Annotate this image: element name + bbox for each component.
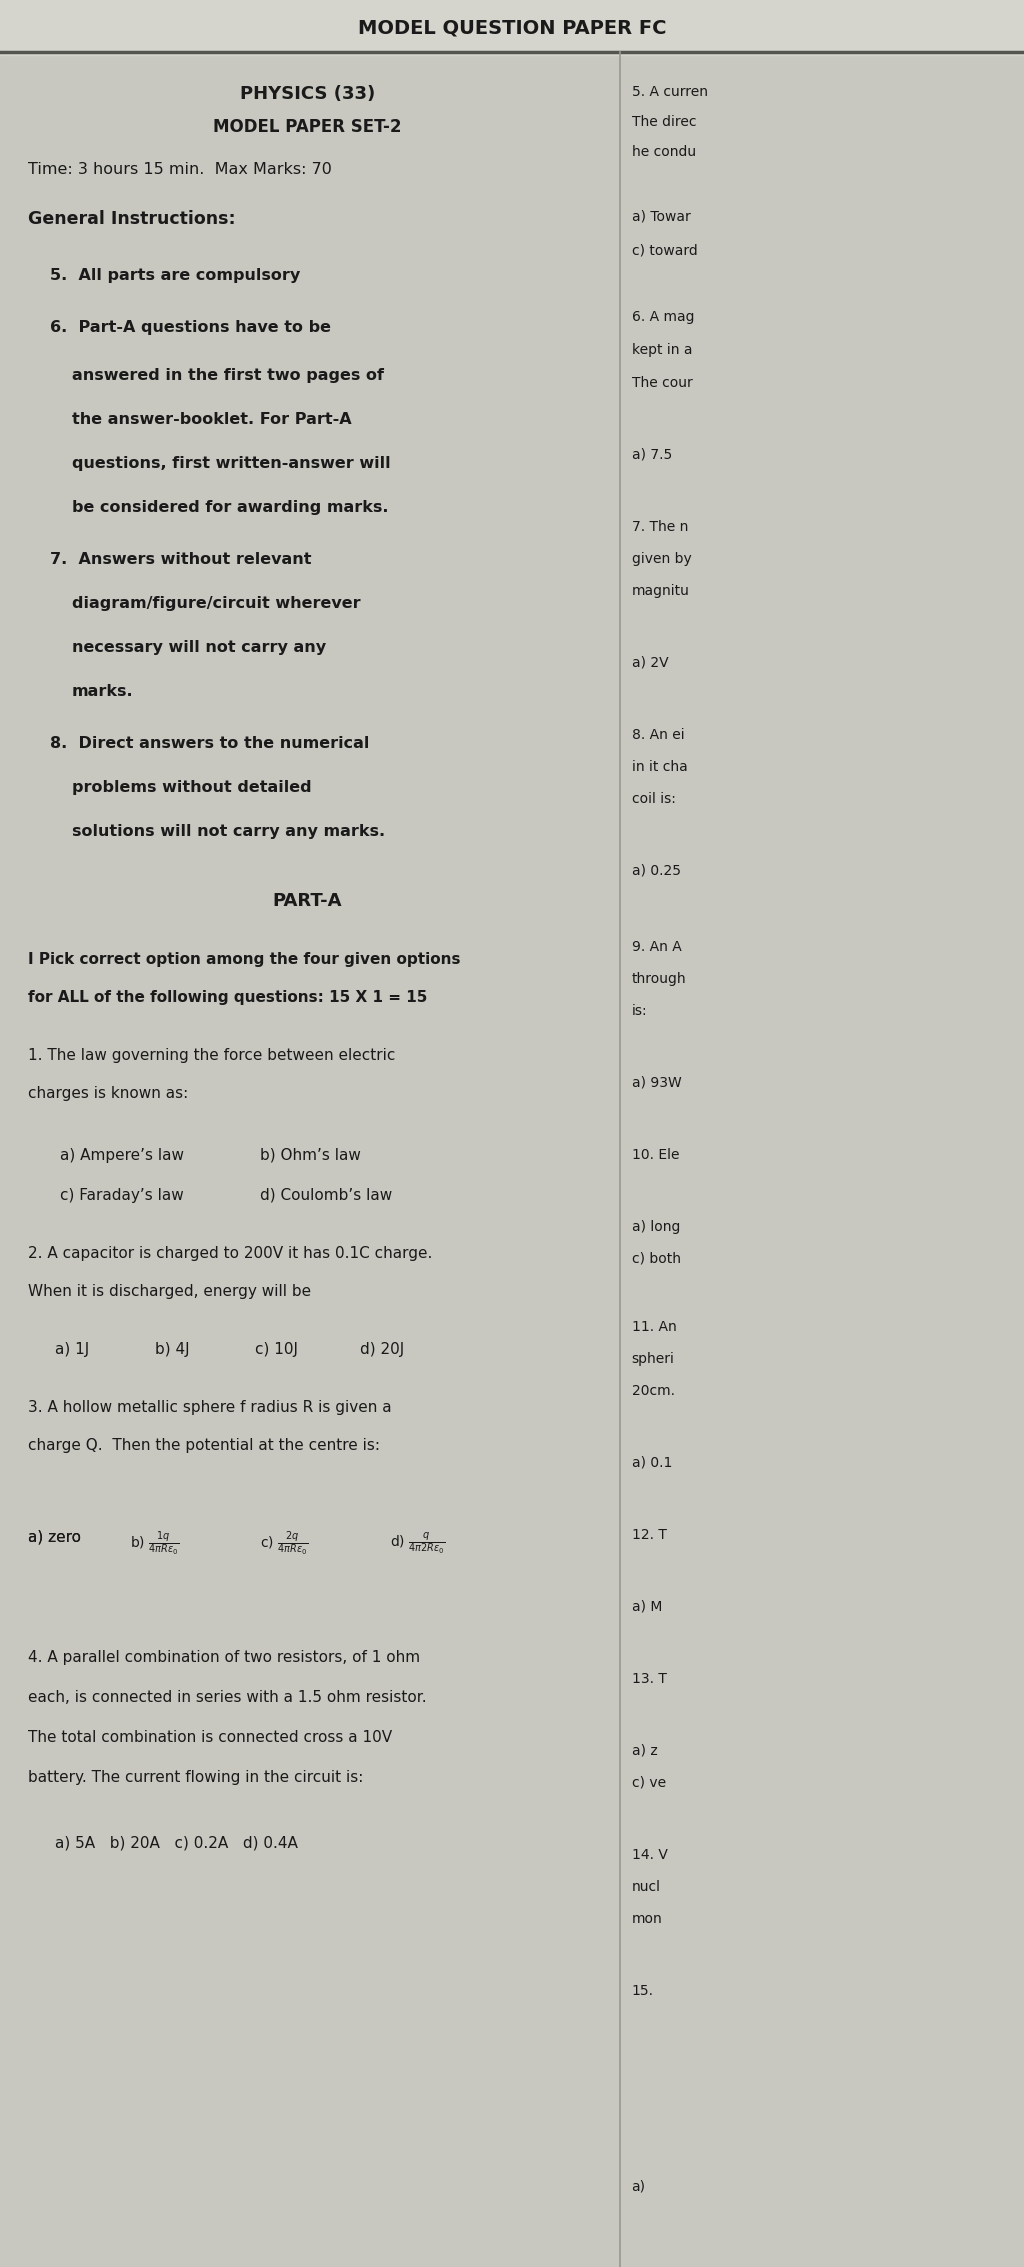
Text: MODEL PAPER SET-2: MODEL PAPER SET-2	[213, 118, 401, 136]
Text: General Instructions:: General Instructions:	[28, 211, 236, 229]
Text: problems without detailed: problems without detailed	[72, 780, 311, 796]
Text: PHYSICS (33): PHYSICS (33)	[240, 84, 375, 102]
Text: d) 20J: d) 20J	[360, 1342, 404, 1358]
Text: d) Coulomb’s law: d) Coulomb’s law	[260, 1188, 392, 1204]
Text: a) 2V: a) 2V	[632, 655, 668, 671]
Text: b) 4J: b) 4J	[155, 1342, 189, 1358]
Text: a): a)	[632, 2181, 645, 2194]
Text: in it cha: in it cha	[632, 759, 687, 773]
Text: a) 0.1: a) 0.1	[632, 1455, 672, 1469]
Text: is:: is:	[632, 1004, 647, 1018]
Text: solutions will not carry any marks.: solutions will not carry any marks.	[72, 823, 385, 839]
Text: The direc: The direc	[632, 116, 696, 129]
Text: 15.: 15.	[632, 1984, 653, 1997]
Text: each, is connected in series with a 1.5 ohm resistor.: each, is connected in series with a 1.5 …	[28, 1689, 427, 1705]
Text: MODEL QUESTION PAPER FC: MODEL QUESTION PAPER FC	[357, 18, 667, 39]
Text: a) M: a) M	[632, 1601, 662, 1614]
Text: I Pick correct option among the four given options: I Pick correct option among the four giv…	[28, 952, 461, 968]
Text: charge Q.  Then the potential at the centre is:: charge Q. Then the potential at the cent…	[28, 1437, 380, 1453]
Text: 13. T: 13. T	[632, 1673, 667, 1687]
Text: c) Faraday’s law: c) Faraday’s law	[60, 1188, 183, 1204]
Text: The total combination is connected cross a 10V: The total combination is connected cross…	[28, 1730, 392, 1746]
Text: c) both: c) both	[632, 1251, 681, 1265]
Text: necessary will not carry any: necessary will not carry any	[72, 639, 326, 655]
Text: Time: 3 hours 15 min.  Max Marks: 70: Time: 3 hours 15 min. Max Marks: 70	[28, 161, 332, 177]
Text: kept in a: kept in a	[632, 342, 692, 356]
Text: spheri: spheri	[632, 1351, 675, 1367]
Text: marks.: marks.	[72, 685, 133, 698]
Text: c) ve: c) ve	[632, 1775, 666, 1791]
Text: questions, first written-answer will: questions, first written-answer will	[72, 456, 390, 472]
Text: 2. A capacitor is charged to 200V it has 0.1C charge.: 2. A capacitor is charged to 200V it has…	[28, 1247, 432, 1260]
Text: a) zero: a) zero	[28, 1530, 81, 1546]
Text: PART-A: PART-A	[272, 891, 342, 909]
Text: be considered for awarding marks.: be considered for awarding marks.	[72, 501, 388, 515]
Text: coil is:: coil is:	[632, 791, 676, 807]
Text: mon: mon	[632, 1911, 663, 1927]
Text: 5.  All parts are compulsory: 5. All parts are compulsory	[50, 268, 300, 283]
Text: When it is discharged, energy will be: When it is discharged, energy will be	[28, 1283, 311, 1299]
Text: 4. A parallel combination of two resistors, of 1 ohm: 4. A parallel combination of two resisto…	[28, 1650, 420, 1664]
Text: 6. A mag: 6. A mag	[632, 311, 694, 324]
Text: a) 93W: a) 93W	[632, 1077, 681, 1090]
Text: he condu: he condu	[632, 145, 695, 159]
Text: 6.  Part-A questions have to be: 6. Part-A questions have to be	[50, 320, 331, 336]
Text: through: through	[632, 973, 686, 986]
Text: The cour: The cour	[632, 376, 692, 390]
Text: c) toward: c) toward	[632, 243, 697, 256]
Text: diagram/figure/circuit wherever: diagram/figure/circuit wherever	[72, 596, 360, 612]
Text: battery. The current flowing in the circuit is:: battery. The current flowing in the circ…	[28, 1771, 364, 1784]
Text: 5. A curren: 5. A curren	[632, 84, 708, 100]
Text: 7.  Answers without relevant: 7. Answers without relevant	[50, 551, 311, 567]
Text: a) 5A   b) 20A   c) 0.2A   d) 0.4A: a) 5A b) 20A c) 0.2A d) 0.4A	[55, 1836, 298, 1850]
Text: 8.  Direct answers to the numerical: 8. Direct answers to the numerical	[50, 737, 370, 750]
Text: 7. The n: 7. The n	[632, 519, 688, 535]
Text: nucl: nucl	[632, 1879, 660, 1893]
Text: a) 7.5: a) 7.5	[632, 449, 672, 462]
Text: the answer-booklet. For Part-A: the answer-booklet. For Part-A	[72, 413, 351, 426]
Text: 1. The law governing the force between electric: 1. The law governing the force between e…	[28, 1047, 395, 1063]
Text: a) z: a) z	[632, 1743, 657, 1757]
Text: c) $\frac{2q}{4\pi R\epsilon_0}$: c) $\frac{2q}{4\pi R\epsilon_0}$	[260, 1530, 308, 1557]
Text: 8. An ei: 8. An ei	[632, 728, 684, 741]
Text: a) Ampere’s law: a) Ampere’s law	[60, 1147, 184, 1163]
Text: b) $\frac{1q}{4\pi R\epsilon_0}$: b) $\frac{1q}{4\pi R\epsilon_0}$	[130, 1530, 179, 1557]
Text: 14. V: 14. V	[632, 1848, 668, 1861]
Bar	[0, 0, 1024, 54]
Text: a) 1J: a) 1J	[55, 1342, 89, 1358]
Text: a) Towar: a) Towar	[632, 211, 690, 224]
Text: c) 10J: c) 10J	[255, 1342, 298, 1358]
Text: d) $\frac{q}{4\pi 2R\epsilon_0}$: d) $\frac{q}{4\pi 2R\epsilon_0}$	[390, 1530, 445, 1555]
Text: charges is known as:: charges is known as:	[28, 1086, 188, 1102]
Text: magnitu: magnitu	[632, 585, 689, 598]
Text: 11. An: 11. An	[632, 1319, 676, 1333]
Text: 12. T: 12. T	[632, 1528, 667, 1542]
Text: given by: given by	[632, 551, 691, 567]
Text: 9. An A: 9. An A	[632, 941, 681, 954]
Text: 3. A hollow metallic sphere f radius R is given a: 3. A hollow metallic sphere f radius R i…	[28, 1401, 391, 1415]
Text: 20cm.: 20cm.	[632, 1383, 675, 1399]
Text: b) Ohm’s law: b) Ohm’s law	[260, 1147, 360, 1163]
Text: a) zero: a) zero	[28, 1530, 81, 1546]
Text: a) 0.25: a) 0.25	[632, 864, 681, 877]
Text: answered in the first two pages of: answered in the first two pages of	[72, 367, 384, 383]
Text: for ALL of the following questions: 15 X 1 = 15: for ALL of the following questions: 15 X…	[28, 991, 427, 1004]
Text: 10. Ele: 10. Ele	[632, 1147, 679, 1163]
Text: a) long: a) long	[632, 1220, 680, 1233]
